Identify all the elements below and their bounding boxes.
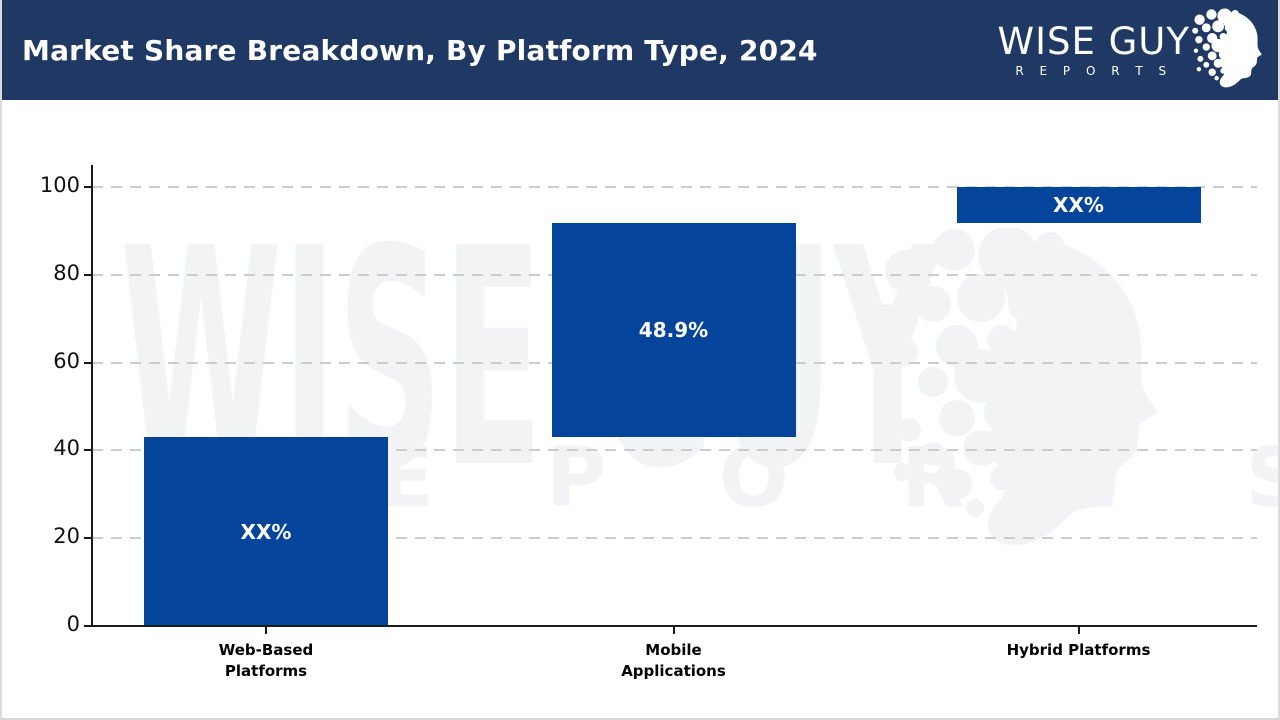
bar-value-label: 48.9% [638,317,709,342]
watermark-head-icon [867,228,1167,560]
y-tick-label-100: 100 [39,173,80,197]
x-axis-spine [91,625,1257,627]
x-tick-3 [1077,627,1080,634]
logo-wordmark: WISE GUY [997,19,1190,63]
bar-value-label: XX% [1053,192,1104,217]
y-tick-label-20: 20 [53,524,80,549]
y-axis-spine [91,165,93,627]
bar-2: 48.9% [551,222,796,438]
bar-value-label: XX% [240,519,292,544]
category-label-1: Web-Based Platforms [218,641,314,680]
y-tick-100 [84,186,91,188]
logo-head-icon [1190,8,1264,92]
bar-3: XX% [956,187,1201,223]
wise-guy-reports-logo: WISE GUY R E P O R T S [998,8,1278,92]
bar-1: XX% [144,437,388,626]
y-tick-label-80: 80 [53,260,80,285]
logo-subtitle: R E P O R T S [1015,63,1173,78]
y-tick-40 [84,449,91,452]
logo-text: WISE GUY R E P O R T S [998,23,1190,78]
y-tick-0 [84,625,91,627]
y-tick-label-60: 60 [53,348,80,373]
y-tick-80 [84,273,91,276]
gridline-100 [92,186,1257,188]
gridline-40 [92,449,1257,452]
category-label-3: Hybrid Platforms [1006,641,1151,659]
gridline-20 [92,537,1257,540]
y-tick-20 [84,537,91,540]
category-label-2: Mobile Applications [621,641,726,680]
page-title: Market Share Breakdown, By Platform Type… [22,33,818,67]
header-banner: Market Share Breakdown, By Platform Type… [2,0,1278,100]
x-tick-2 [672,627,675,634]
y-tick-label-0: 0 [66,612,80,636]
x-tick-1 [265,627,267,634]
y-tick-label-40: 40 [53,436,80,461]
y-tick-60 [84,361,91,364]
